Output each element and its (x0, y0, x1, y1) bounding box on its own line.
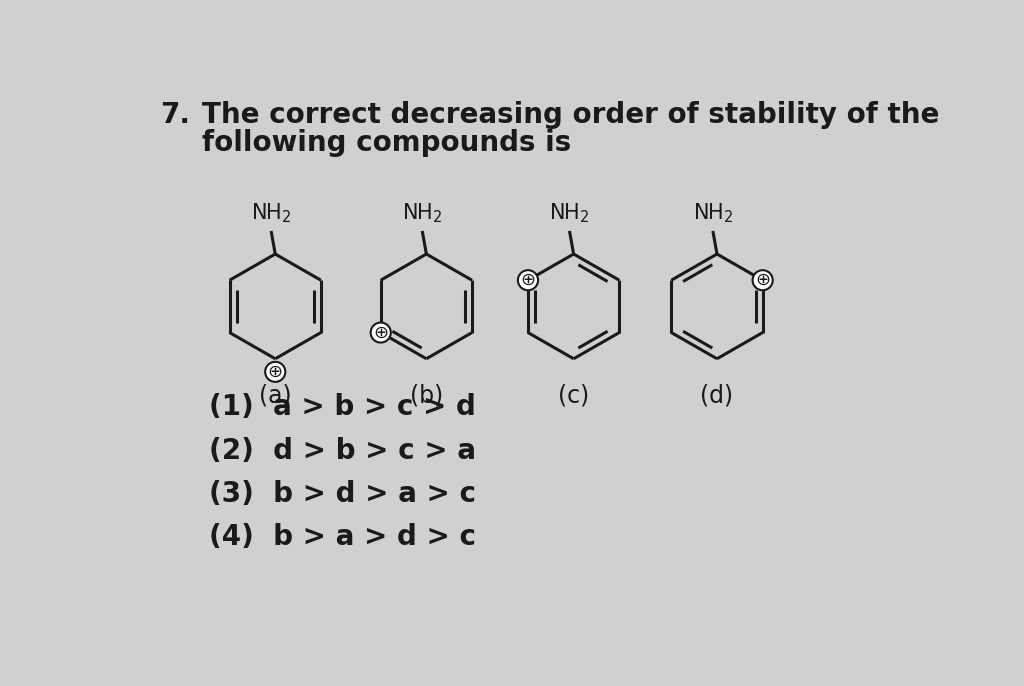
Text: 7.: 7. (161, 101, 190, 129)
Text: (d): (d) (700, 383, 733, 407)
Circle shape (518, 270, 538, 290)
Text: (3)  b > d > a > c: (3) b > d > a > c (209, 480, 476, 508)
Text: (c): (c) (558, 383, 589, 407)
Text: (b): (b) (410, 383, 443, 407)
Circle shape (265, 362, 286, 382)
Text: The correct decreasing order of stability of the: The correct decreasing order of stabilit… (202, 101, 939, 129)
Text: ⊕: ⊕ (520, 271, 536, 289)
Text: (1)  a > b > c > d: (1) a > b > c > d (209, 393, 476, 421)
Text: NH$_2$: NH$_2$ (251, 201, 292, 225)
Text: following compounds is: following compounds is (202, 128, 570, 156)
Text: (2)  d > b > c > a: (2) d > b > c > a (209, 436, 476, 464)
Circle shape (753, 270, 773, 290)
Text: ⊕: ⊕ (755, 271, 770, 289)
Text: NH$_2$: NH$_2$ (550, 201, 590, 225)
Text: ⊕: ⊕ (373, 324, 388, 342)
Circle shape (371, 322, 391, 342)
Text: (4)  b > a > d > c: (4) b > a > d > c (209, 523, 476, 551)
Text: NH$_2$: NH$_2$ (693, 201, 733, 225)
Text: ⊕: ⊕ (267, 363, 283, 381)
Text: NH$_2$: NH$_2$ (402, 201, 442, 225)
Text: (a): (a) (259, 383, 292, 407)
